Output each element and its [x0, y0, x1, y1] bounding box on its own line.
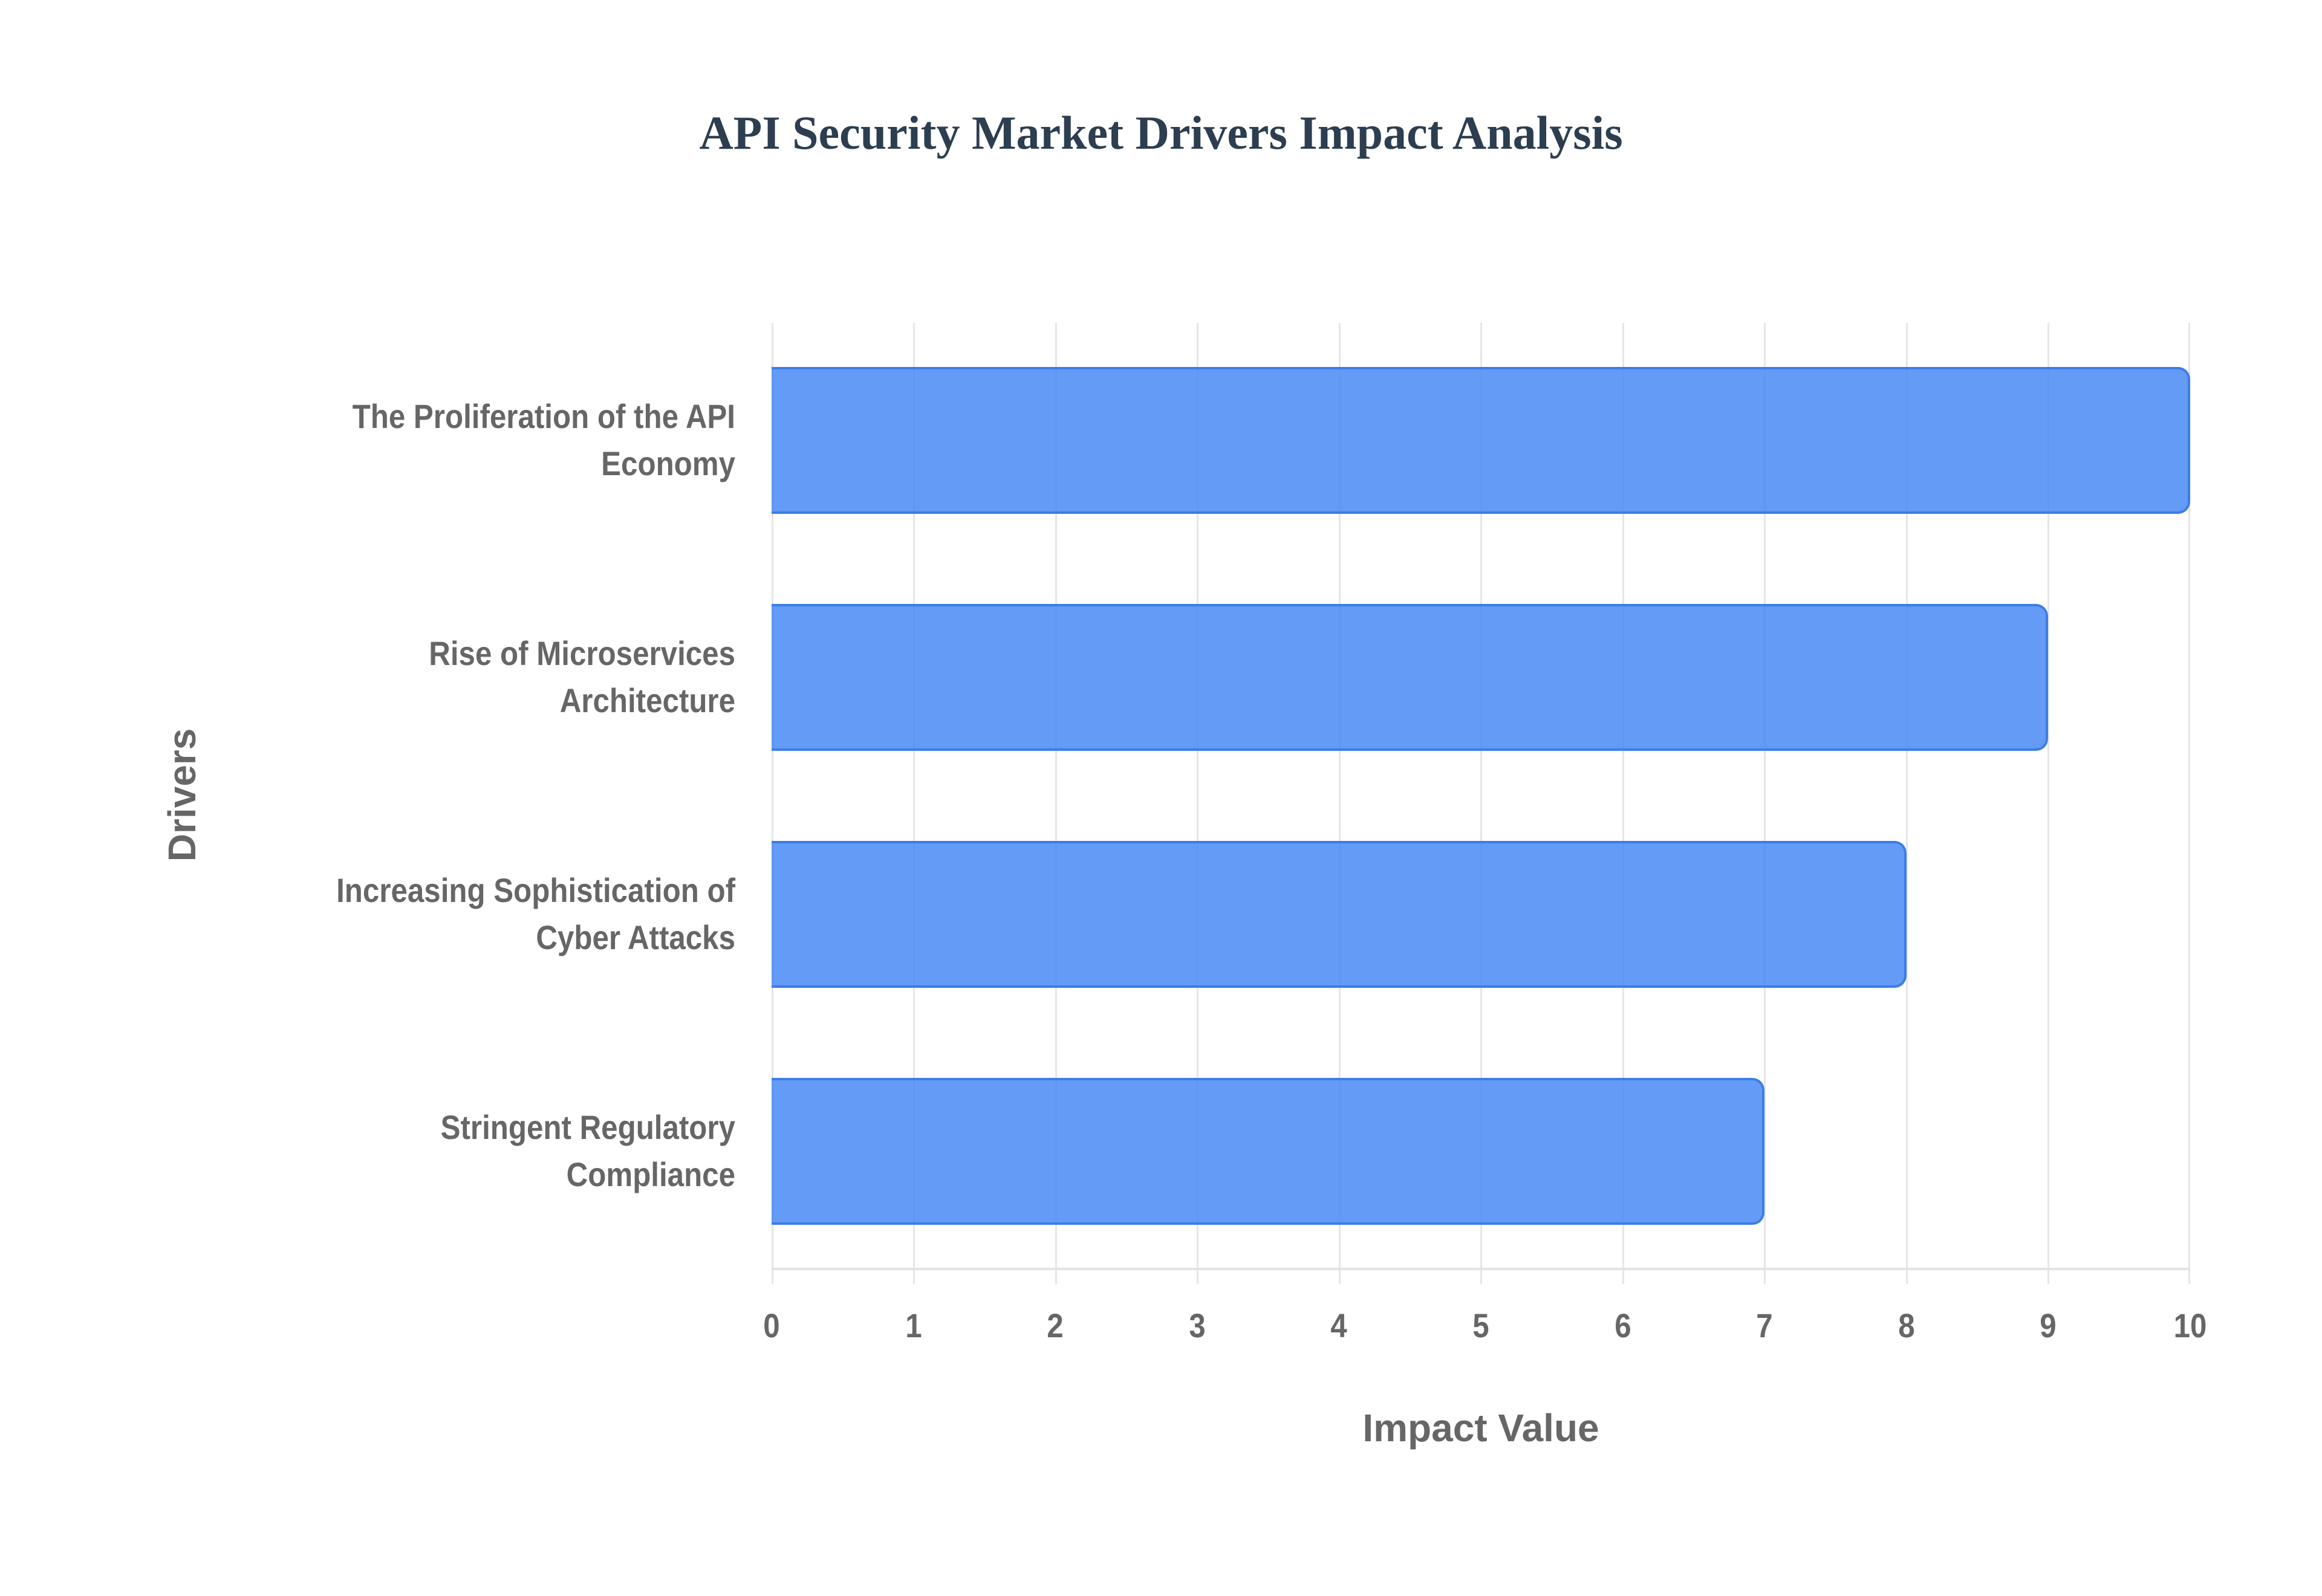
- label-line: Increasing Sophistication of: [336, 871, 735, 909]
- bar-cyber-attacks[interactable]: [772, 841, 1907, 988]
- gridline-4: [1339, 323, 1341, 1284]
- x-tick-9: 9: [2040, 1306, 2057, 1345]
- label-line: Rise of Microservices: [429, 634, 735, 672]
- gridline-8: [1906, 323, 1908, 1284]
- label-line: Compliance: [566, 1155, 735, 1193]
- gridline-7: [1764, 323, 1766, 1284]
- label-line: The Proliferation of the API: [352, 397, 735, 435]
- x-tick-6: 6: [1615, 1306, 1631, 1345]
- bar-microservices[interactable]: [772, 604, 2049, 751]
- x-tick-8: 8: [1898, 1306, 1915, 1345]
- gridline-0: [772, 323, 773, 1284]
- x-tick-3: 3: [1189, 1306, 1206, 1345]
- gridline-9: [2047, 323, 2049, 1284]
- plot-area: [772, 323, 2190, 1284]
- label-line: Cyber Attacks: [536, 918, 735, 956]
- label-line: Architecture: [559, 681, 735, 719]
- gridline-2: [1055, 323, 1057, 1284]
- gridline-3: [1197, 323, 1198, 1284]
- bar-api-economy[interactable]: [772, 367, 2190, 514]
- x-tick-5: 5: [1472, 1306, 1489, 1345]
- gridline-1: [913, 323, 915, 1284]
- gridline-6: [1622, 323, 1624, 1284]
- label-line: Economy: [601, 444, 735, 482]
- x-tick-10: 10: [2173, 1306, 2207, 1345]
- x-tick-2: 2: [1047, 1306, 1064, 1345]
- label-line: Stringent Regulatory: [440, 1108, 735, 1146]
- x-tick-0: 0: [763, 1306, 780, 1345]
- x-axis-line: [772, 1268, 2190, 1270]
- y-tick-label-cyber-attacks: Increasing Sophistication of Cyber Attac…: [203, 867, 735, 961]
- x-axis-title: Impact Value: [1362, 1406, 1599, 1450]
- gridline-10: [2188, 323, 2190, 1284]
- gridline-5: [1480, 323, 1482, 1284]
- y-axis-title: Drivers: [160, 728, 204, 862]
- x-tick-1: 1: [905, 1306, 922, 1345]
- chart-title: API Security Market Drivers Impact Analy…: [699, 106, 1623, 159]
- x-tick-4: 4: [1330, 1306, 1347, 1345]
- y-tick-label-api-economy: The Proliferation of the API Economy: [203, 393, 735, 487]
- x-tick-7: 7: [1756, 1306, 1773, 1345]
- bar-regulatory-compliance[interactable]: [772, 1078, 1765, 1225]
- y-tick-label-microservices: Rise of Microservices Architecture: [203, 630, 735, 724]
- y-tick-label-regulatory-compliance: Stringent Regulatory Compliance: [203, 1104, 735, 1198]
